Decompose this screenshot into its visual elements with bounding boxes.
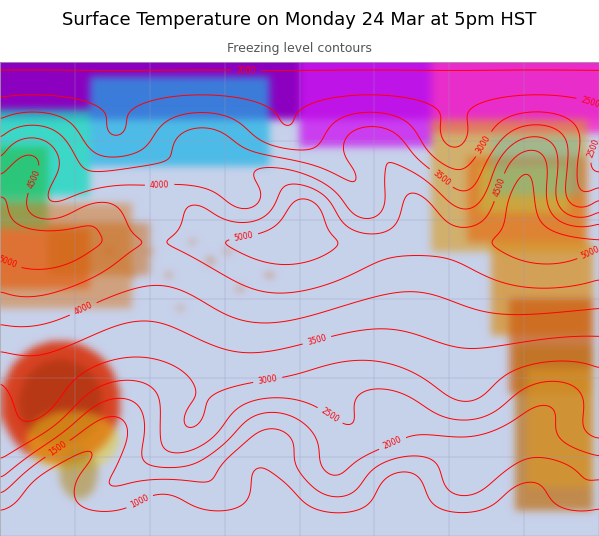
Text: 3500: 3500 — [306, 333, 328, 347]
Text: 2500: 2500 — [319, 406, 341, 425]
Text: 3000: 3000 — [258, 374, 278, 386]
Text: 5000: 5000 — [233, 230, 254, 243]
Text: 4500: 4500 — [26, 169, 42, 190]
Text: 3000: 3000 — [475, 133, 492, 155]
Text: 4000: 4000 — [150, 180, 170, 190]
Text: 3500: 3500 — [431, 168, 452, 188]
Text: 4500: 4500 — [492, 177, 507, 198]
Text: 2500: 2500 — [580, 95, 599, 109]
Text: 5000: 5000 — [0, 255, 19, 270]
Text: 2500: 2500 — [586, 138, 599, 159]
Text: 5000: 5000 — [580, 244, 599, 260]
Text: Surface Temperature on Monday 24 Mar at 5pm HST: Surface Temperature on Monday 24 Mar at … — [62, 11, 537, 29]
Text: Freezing level contours: Freezing level contours — [227, 42, 372, 55]
Text: 4000: 4000 — [72, 301, 94, 317]
Text: 2000: 2000 — [382, 435, 403, 451]
Text: 1500: 1500 — [47, 440, 68, 458]
Text: 2000: 2000 — [237, 65, 256, 75]
Text: 1000: 1000 — [129, 493, 150, 510]
